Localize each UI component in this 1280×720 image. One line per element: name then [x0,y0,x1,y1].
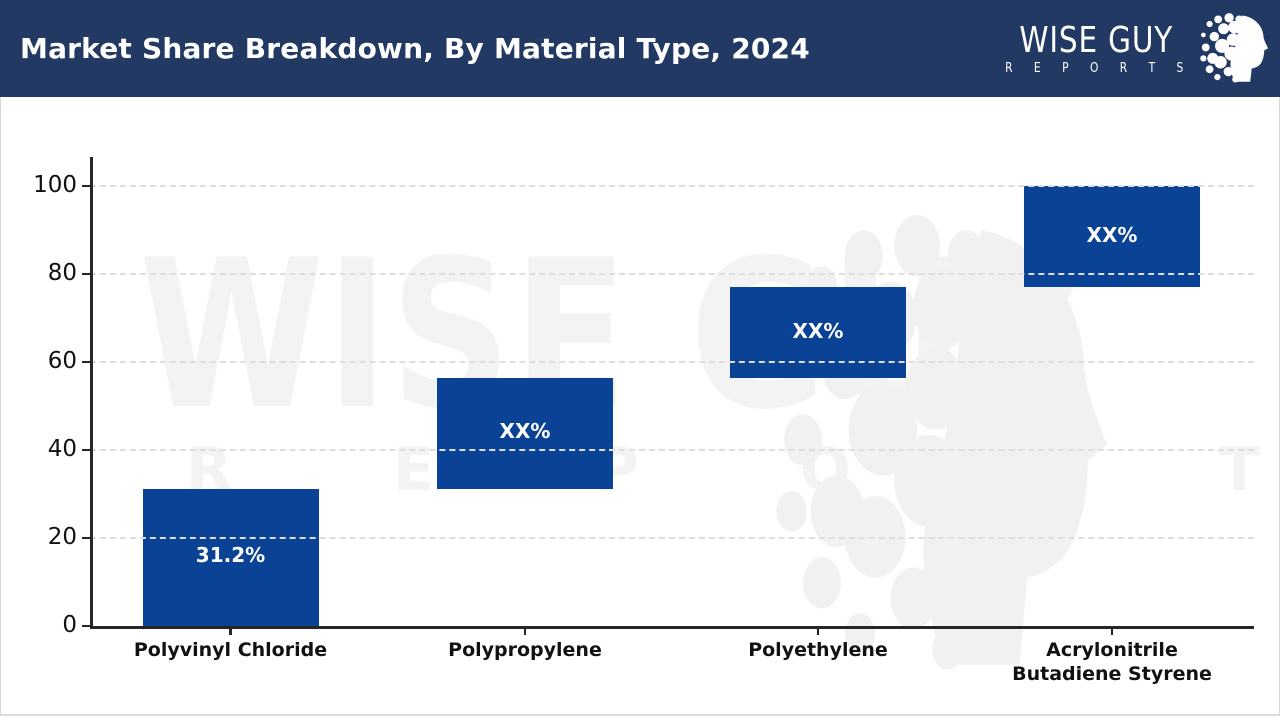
y-axis-tick [82,272,90,276]
bar-acrylonitrile-butadiene-styrene [1024,186,1200,288]
bar-value-label: XX% [1086,222,1138,247]
x-axis-tick [229,626,232,635]
y-tick-label: 40 [47,436,77,462]
x-axis-tick [816,626,820,635]
chart-card: WISE GUY R E P O R T S 31.2%Polyvinyl Ch… [0,97,1280,716]
x-axis-tick [1110,626,1114,635]
y-axis-tick [82,536,90,540]
watermark-face-icon [776,215,1107,670]
gridline-100 [90,185,1254,187]
y-axis-line [90,157,93,628]
brand-face-icon [1200,13,1269,83]
y-axis-tick [82,448,90,452]
category-label: Acrylonitrile Butadiene Styrene [1012,639,1212,685]
bar-value-label: XX% [499,419,551,444]
gridline-60 [90,361,1254,363]
category-label: Polyethylene [748,639,888,661]
gridline-80 [90,273,1254,275]
y-tick-label: 60 [47,348,77,374]
brand-logo: WISE GUY R E P O R T S [958,4,1272,94]
x-axis-tick [523,626,527,635]
y-tick-label: 0 [62,612,77,638]
y-axis-tick [82,184,90,188]
gridline-40 [90,449,1254,451]
header-bar: Market Share Breakdown, By Material Type… [0,0,1280,97]
category-label: Polypropylene [448,639,602,661]
bar-value-label: 31.2% [195,543,266,568]
chart-title: Market Share Breakdown, By Material Type… [20,32,810,65]
bar-polypropylene [437,377,613,489]
y-axis-tick [82,624,90,628]
brand-name: WISE GUY [1019,19,1173,61]
y-tick-label: 20 [47,524,77,550]
x-axis-line [90,626,1254,629]
y-axis-tick [82,360,90,364]
category-label: Polyvinyl Chloride [133,639,328,661]
y-tick-label: 80 [47,260,77,286]
bar-value-label: XX% [792,318,844,343]
y-tick-label: 100 [33,172,77,198]
bar-polyvinyl-chloride [142,488,319,626]
brand-logo-text: WISE GUY R E P O R T S [1000,19,1192,77]
brand-subname: R E P O R T S [1004,61,1192,77]
gridline-20 [90,537,1254,539]
